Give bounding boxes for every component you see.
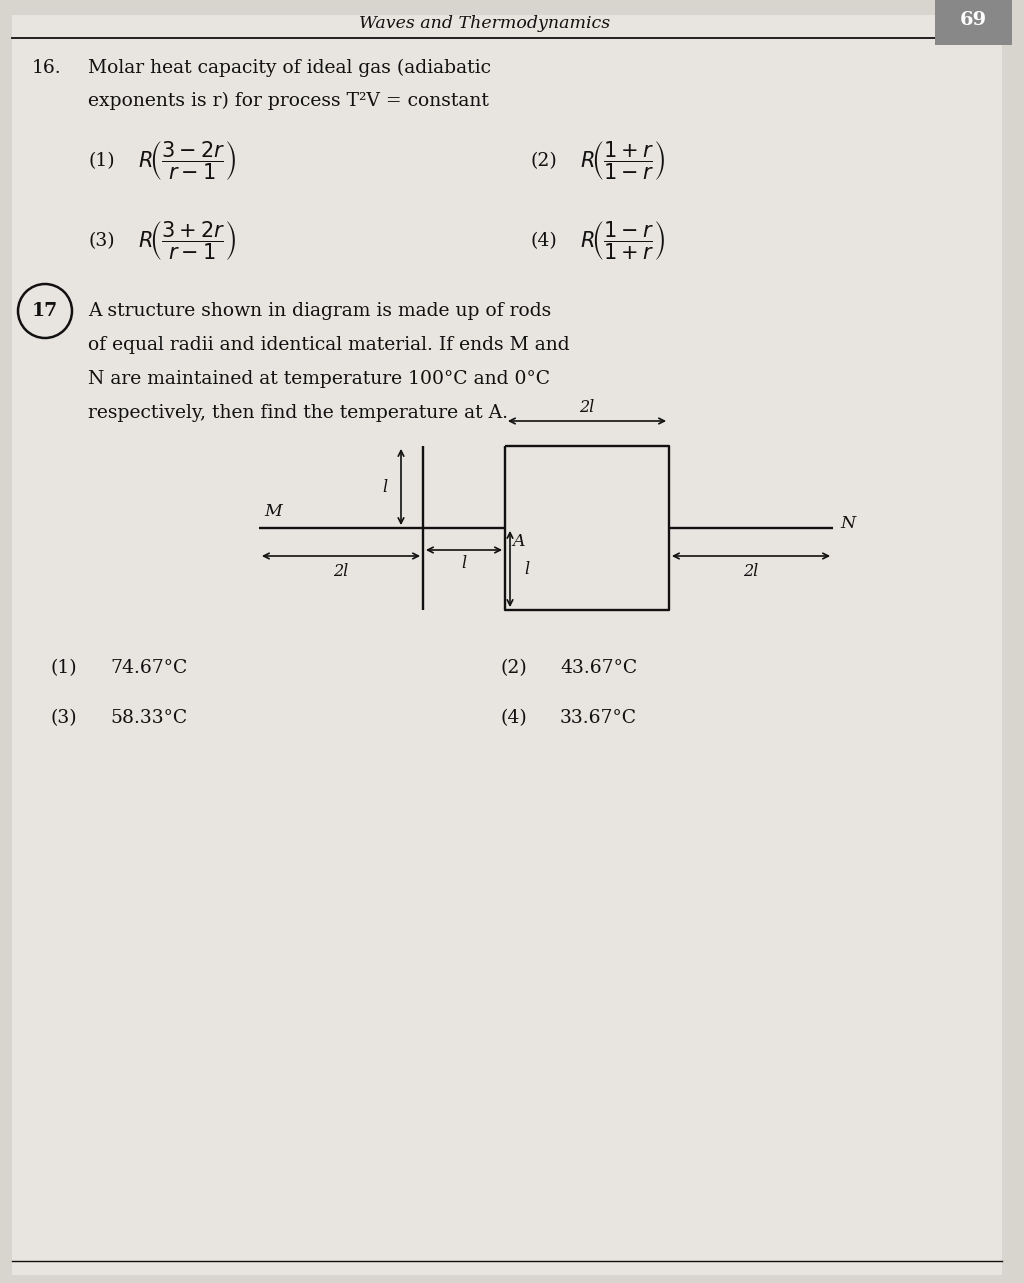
Text: A structure shown in diagram is made up of rods: A structure shown in diagram is made up … [88, 302, 551, 319]
Text: (1): (1) [50, 659, 77, 677]
Text: 43.67°C: 43.67°C [560, 659, 637, 677]
Text: 74.67°C: 74.67°C [110, 659, 187, 677]
Text: 2l: 2l [334, 562, 348, 580]
Text: l: l [382, 479, 387, 495]
FancyBboxPatch shape [935, 0, 1012, 45]
Text: Molar heat capacity of ideal gas (adiabatic: Molar heat capacity of ideal gas (adiaba… [88, 59, 490, 77]
Text: 2l: 2l [743, 562, 759, 580]
Text: exponents is r) for process T²V = constant: exponents is r) for process T²V = consta… [88, 92, 488, 110]
Text: 69: 69 [959, 12, 987, 30]
FancyBboxPatch shape [12, 15, 1002, 1275]
Text: $R\!\left(\dfrac{1+r}{1-r}\right)$: $R\!\left(\dfrac{1+r}{1-r}\right)$ [580, 140, 666, 182]
Text: Waves and Thermodynamics: Waves and Thermodynamics [359, 14, 610, 32]
Text: l: l [462, 556, 467, 572]
Text: A: A [512, 532, 524, 550]
Text: 17: 17 [32, 302, 58, 319]
Text: (4): (4) [500, 709, 526, 727]
Text: N are maintained at temperature 100°C and 0°C: N are maintained at temperature 100°C an… [88, 370, 550, 387]
Text: respectively, then find the temperature at A.: respectively, then find the temperature … [88, 404, 508, 422]
Text: (3): (3) [50, 709, 77, 727]
Text: (1): (1) [88, 151, 115, 171]
Text: l: l [524, 561, 529, 577]
Text: (2): (2) [500, 659, 526, 677]
Text: 16.: 16. [32, 59, 61, 77]
Text: M: M [264, 503, 282, 520]
Text: $R\!\left(\dfrac{3-2r}{r-1}\right)$: $R\!\left(\dfrac{3-2r}{r-1}\right)$ [138, 140, 237, 182]
Text: (3): (3) [88, 232, 115, 250]
Text: 33.67°C: 33.67°C [560, 709, 637, 727]
Text: (4): (4) [530, 232, 557, 250]
Text: 2l: 2l [580, 399, 595, 417]
Text: of equal radii and identical material. If ends M and: of equal radii and identical material. I… [88, 336, 569, 354]
Text: (2): (2) [530, 151, 557, 171]
Text: $R\!\left(\dfrac{1-r}{1+r}\right)$: $R\!\left(\dfrac{1-r}{1+r}\right)$ [580, 219, 666, 263]
Text: $R\!\left(\dfrac{3+2r}{r-1}\right)$: $R\!\left(\dfrac{3+2r}{r-1}\right)$ [138, 219, 237, 263]
Text: 58.33°C: 58.33°C [110, 709, 187, 727]
Text: N: N [840, 514, 855, 531]
